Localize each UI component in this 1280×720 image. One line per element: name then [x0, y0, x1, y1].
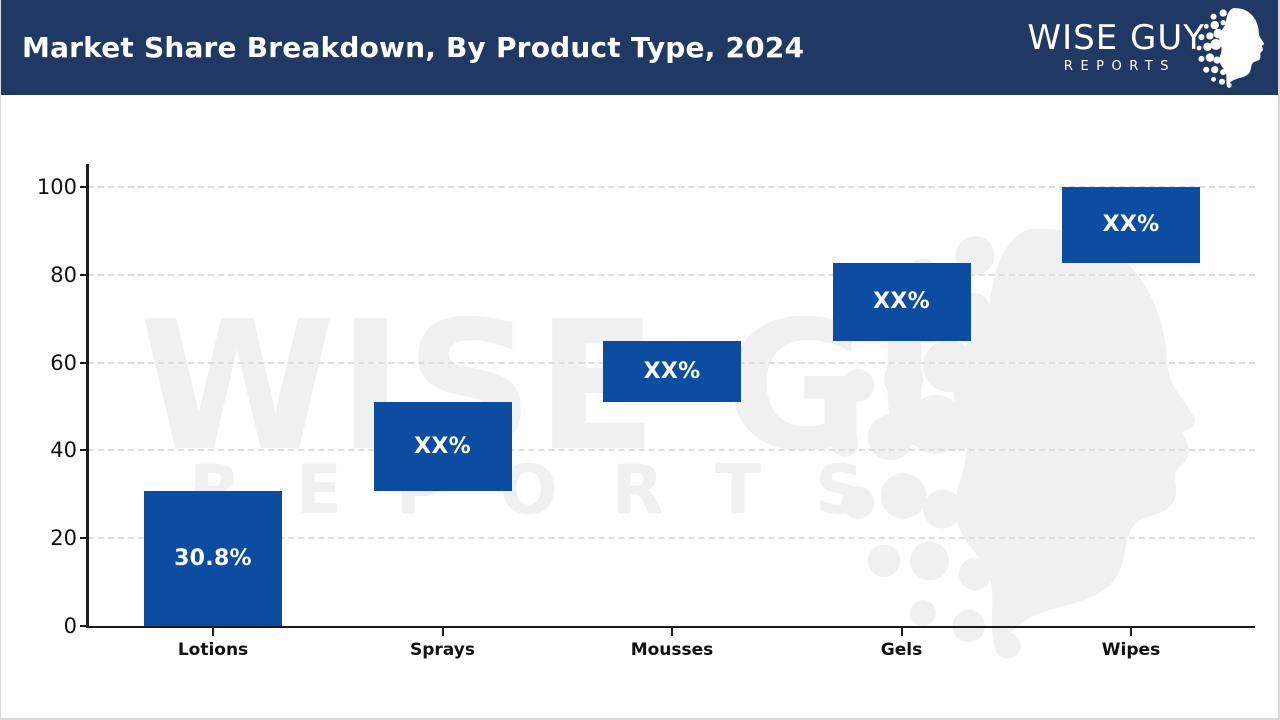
wiseguy-head-icon: [1196, 7, 1264, 88]
bar-segment-mousses: XX%: [603, 340, 741, 402]
page-title: Market Share Breakdown, By Product Type,…: [22, 31, 805, 64]
y-tick-label: 60: [50, 350, 77, 375]
x-tick-label-sprays: Sprays: [410, 640, 475, 660]
x-tick-mark: [441, 628, 444, 636]
bar-segment-wipes: XX%: [1062, 187, 1200, 263]
y-tick-label: 100: [36, 175, 77, 199]
y-tick-mark: [80, 186, 88, 188]
bar-value-label: 30.8%: [174, 545, 252, 571]
y-tick-label: 0: [63, 614, 77, 638]
bar-value-label: XX%: [873, 289, 930, 315]
y-tick-mark: [80, 537, 88, 540]
plot-area: 0 20 40 60 80 100 30.8% XX% XX% XX% XX% Lotions Spra…: [1, 95, 1278, 718]
bar-segment-gels: XX%: [832, 262, 971, 341]
x-tick-label-lotions: Lotions: [177, 640, 249, 660]
logo-wordmark: WISE GUY: [1027, 18, 1205, 59]
y-grid-line: [88, 273, 1255, 276]
y-tick-mark: [80, 361, 88, 364]
y-tick-mark: [80, 449, 88, 452]
bar-value-label: XX%: [414, 433, 471, 459]
x-tick-mark: [671, 628, 673, 636]
x-tick-mark: [212, 628, 214, 636]
y-tick-label: 40: [50, 438, 77, 463]
logo-subtitle: REPORTS: [1063, 58, 1177, 74]
y-grid-line: [88, 449, 1255, 452]
y-grid-line: [88, 537, 1255, 540]
x-tick-label-wipes: Wipes: [1101, 640, 1161, 660]
watermark-subtitle: REPORTS: [189, 451, 919, 530]
y-grid-line: [88, 186, 1255, 188]
wiseguy-logo: WISE GUY REPORTS: [1027, 7, 1278, 89]
header-bar: Market Share Breakdown, By Product Type,…: [1, 0, 1278, 95]
x-tick-mark: [900, 628, 903, 636]
x-axis-line: [86, 625, 1255, 628]
bar-value-label: XX%: [643, 358, 701, 384]
y-tick-mark: [80, 273, 88, 276]
bar-value-label: XX%: [1102, 212, 1160, 238]
x-tick-label-gels: Gels: [880, 640, 923, 660]
wiseguy-logo-text: WISE GUY REPORTS: [1027, 18, 1205, 74]
chart-canvas: WISE GUY REPORTS 02040608010030.8%XX%XX%…: [1, 95, 1278, 718]
y-tick-mark: [80, 625, 88, 627]
y-axis-line: [86, 164, 89, 628]
x-tick-label-mousses: Mousses: [630, 640, 714, 660]
bar-segment-sprays: XX%: [373, 401, 512, 491]
bar-segment-lotions: 30.8%: [144, 490, 282, 626]
y-tick-label: 80: [50, 262, 77, 287]
y-tick-label: 20: [50, 526, 77, 551]
x-tick-mark: [1130, 628, 1132, 636]
